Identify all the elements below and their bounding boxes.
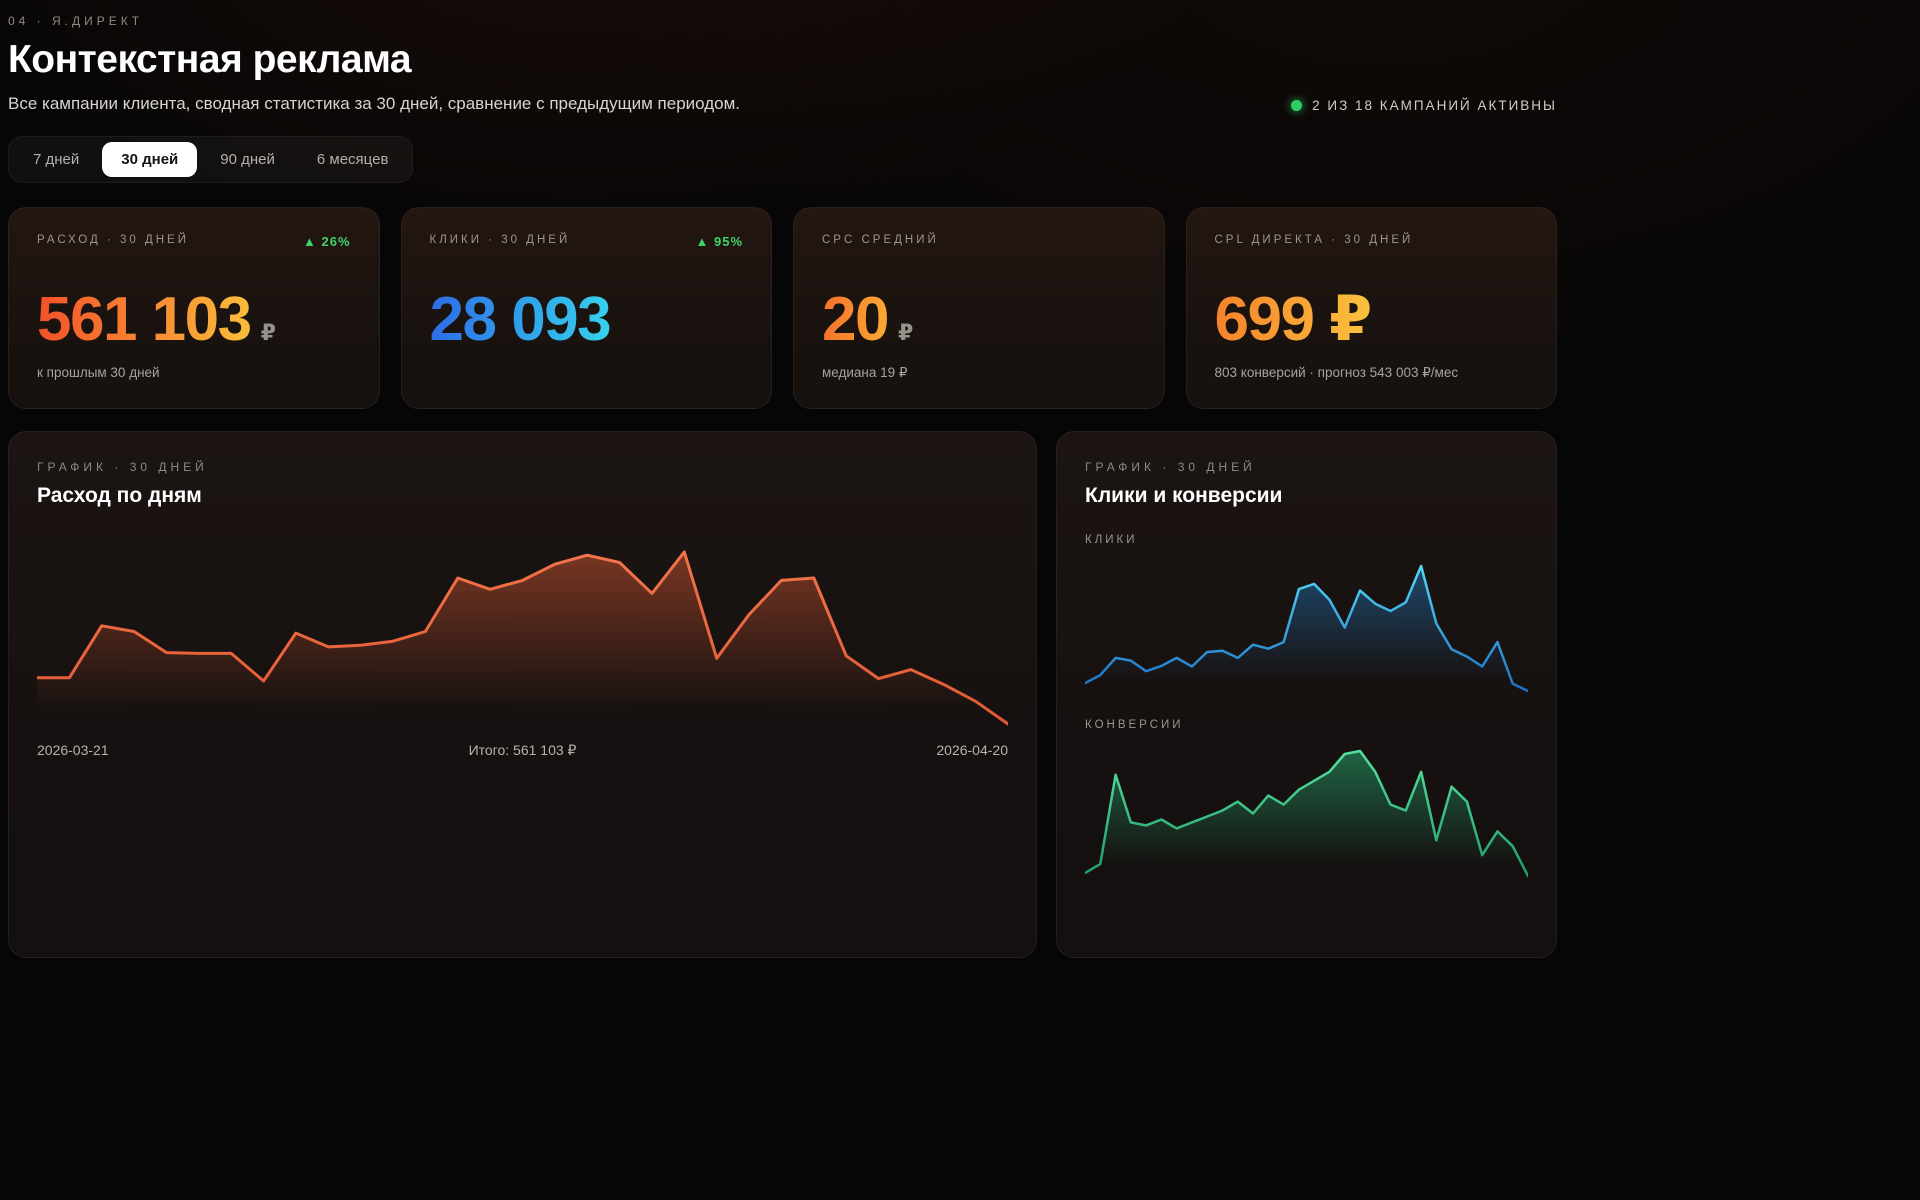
ruble-sign: ₽ <box>897 320 914 345</box>
ruble-sign: ₽ <box>260 320 276 345</box>
trend-up-badge: ▲ 26% <box>303 234 351 249</box>
tab-7-days[interactable]: 7 дней <box>33 151 80 168</box>
tab-6-months[interactable]: 6 месяцев <box>316 151 389 168</box>
kpi-label: КЛИКИ · 30 ДНЕЙ <box>429 234 571 246</box>
kpi-card-cpl: CPL ДИРЕКТА · 30 ДНЕЙ 699 ₽ 803 конверси… <box>1185 207 1557 409</box>
chart-kicker: ГРАФИК · 30 ДНЕЙ <box>37 460 208 474</box>
active-status-dot-icon <box>1291 100 1303 111</box>
kpi-value-cpc: 20 <box>822 285 889 354</box>
clicks-conversions-chart-card: ГРАФИК · 30 ДНЕЙ Клики и конверсии КЛИКИ… <box>1056 431 1557 958</box>
kpi-value-spend: 561 103 <box>37 285 252 354</box>
kpi-row: РАСХОД · 30 ДНЕЙ ▲ 26% 561 103 ₽ к прошл… <box>8 207 1557 409</box>
clicks-series-label: КЛИКИ <box>1085 534 1138 546</box>
campaigns-status-text: 2 ИЗ 18 КАМПАНИЙ АКТИВНЫ <box>1312 98 1557 113</box>
kpi-label: CPC СРЕДНИЙ <box>822 234 939 246</box>
campaigns-status-badge: 2 ИЗ 18 КАМПАНИЙ АКТИВНЫ <box>1291 98 1557 113</box>
kpi-subtext: к прошлым 30 дней <box>37 365 160 380</box>
conversions-series-label: КОНВЕРСИИ <box>1085 719 1184 731</box>
kpi-card-cpc: CPC СРЕДНИЙ 20 ₽ медиана 19 ₽ <box>793 207 1165 409</box>
kpi-label: РАСХОД · 30 ДНЕЙ <box>37 234 189 246</box>
conversions-area-chart <box>1085 745 1528 878</box>
kpi-subtext: 803 конверсий · прогноз 543 003 ₽/мес <box>1214 365 1459 380</box>
clicks-area-chart <box>1085 560 1528 693</box>
kpi-subtext: медиана 19 ₽ <box>822 365 908 380</box>
period-tabs: 7 дней 30 дней 90 дней 6 месяцев <box>8 136 414 183</box>
page-subtitle: Все кампании клиента, сводная статистика… <box>8 94 741 113</box>
kpi-subtext <box>430 365 744 382</box>
chart-kicker: ГРАФИК · 30 ДНЕЙ <box>1085 460 1256 474</box>
kpi-value-clicks: 28 093 <box>429 285 612 354</box>
kpi-card-spend: РАСХОД · 30 ДНЕЙ ▲ 26% 561 103 ₽ к прошл… <box>8 207 380 409</box>
x-axis-end-label: 2026-04-20 <box>936 742 1008 758</box>
tab-30-days[interactable]: 30 дней <box>102 142 198 177</box>
x-axis-start-label: 2026-03-21 <box>37 742 109 758</box>
trend-up-badge: ▲ 95% <box>695 234 743 249</box>
kpi-label: CPL ДИРЕКТА · 30 ДНЕЙ <box>1214 234 1414 246</box>
page-title: Контекстная реклама <box>8 38 412 81</box>
spend-chart-title: Расход по дням <box>37 484 202 507</box>
clicks-conversions-chart-title: Клики и конверсии <box>1085 484 1283 507</box>
kpi-value-cpl: 699 ₽ <box>1214 285 1373 354</box>
x-axis-labels: 2026-03-21 Итого: 561 103 ₽ 2026-04-20 <box>37 742 1008 759</box>
tab-90-days[interactable]: 90 дней <box>220 151 275 168</box>
chart-total-label: Итого: 561 103 ₽ <box>468 742 577 758</box>
spend-area-chart <box>37 546 1008 726</box>
dashboard: 04 · Я.ДИРЕКТ Контекстная реклама Все ка… <box>8 0 1557 958</box>
charts-row: ГРАФИК · 30 ДНЕЙ Расход по дням 2026-03-… <box>8 431 1557 958</box>
kpi-card-clicks: КЛИКИ · 30 ДНЕЙ ▲ 95% 28 093 <box>400 207 772 409</box>
spend-chart-card: ГРАФИК · 30 ДНЕЙ Расход по дням 2026-03-… <box>8 431 1037 958</box>
breadcrumb: 04 · Я.ДИРЕКТ <box>8 14 144 28</box>
